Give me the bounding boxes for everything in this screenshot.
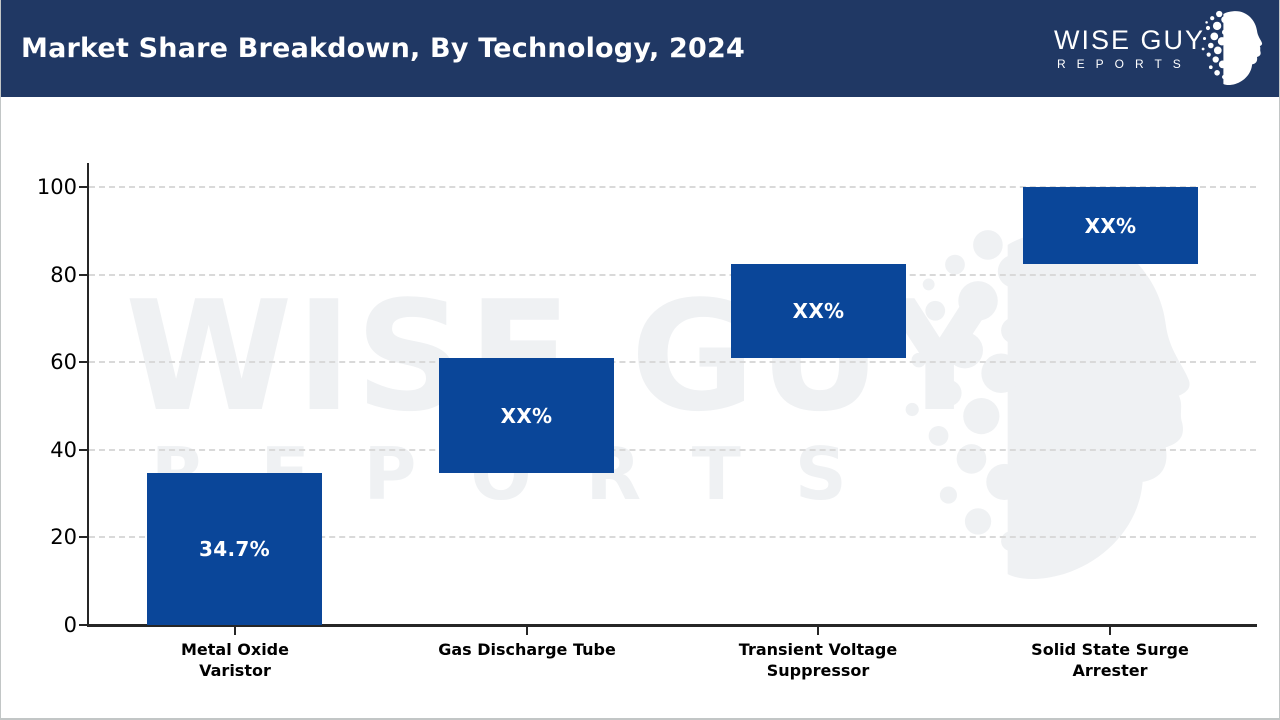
category-label-line: Varistor bbox=[199, 661, 271, 680]
category-label-line: Gas Discharge Tube bbox=[438, 640, 616, 659]
y-tick-60 bbox=[79, 361, 88, 364]
bar-segment-4: XX% bbox=[1023, 187, 1198, 264]
y-tick-label-80: 80 bbox=[50, 262, 77, 287]
category-label-line: Arrester bbox=[1072, 661, 1148, 680]
logo-text: WISE GUY REPORTS bbox=[1053, 24, 1205, 72]
logo-subtitle: REPORTS bbox=[1056, 57, 1192, 72]
gridline-60 bbox=[89, 361, 1256, 364]
y-tick-20 bbox=[79, 536, 88, 539]
x-axis-category-label: Solid State Surge Arrester bbox=[960, 639, 1260, 681]
category-label-line: Metal Oxide bbox=[181, 640, 289, 659]
x-axis-category-label: Metal Oxide Varistor bbox=[85, 639, 385, 681]
gridline-100 bbox=[89, 186, 1256, 188]
y-tick-label-0: 0 bbox=[63, 613, 77, 637]
x-axis-category-label: Gas Discharge Tube bbox=[377, 639, 677, 660]
bar-segment-3: XX% bbox=[731, 264, 906, 358]
x-tick-1 bbox=[233, 627, 236, 635]
bar-value-label: XX% bbox=[792, 299, 845, 323]
category-label-line: Solid State Surge bbox=[1031, 640, 1189, 659]
x-axis-line bbox=[87, 624, 1257, 627]
y-tick-100 bbox=[79, 186, 88, 188]
y-tick-80 bbox=[79, 273, 88, 276]
y-axis-line bbox=[87, 163, 89, 627]
header-band: Market Share Breakdown, By Technology, 2… bbox=[1, 0, 1279, 97]
x-tick-2 bbox=[525, 627, 528, 635]
y-tick-0 bbox=[79, 624, 88, 626]
logo-head-profile-icon bbox=[1201, 10, 1263, 85]
x-tick-4 bbox=[1109, 627, 1112, 635]
bar-value-label: XX% bbox=[500, 403, 553, 428]
gridline-40 bbox=[89, 448, 1256, 451]
x-axis-category-label: Transient Voltage Suppressor bbox=[668, 639, 968, 681]
page-title: Market Share Breakdown, By Technology, 2… bbox=[21, 33, 746, 64]
bar-segment-2: XX% bbox=[439, 358, 614, 473]
bar-value-label: 34.7% bbox=[199, 537, 270, 561]
y-tick-label-60: 60 bbox=[50, 350, 77, 375]
y-tick-label-100: 100 bbox=[36, 175, 77, 199]
category-label-line: Suppressor bbox=[766, 661, 870, 680]
gridline-20 bbox=[89, 536, 1256, 539]
bar-segment-1: 34.7% bbox=[147, 473, 322, 625]
bar-value-label: XX% bbox=[1084, 213, 1137, 238]
y-tick-label-20: 20 bbox=[50, 525, 77, 550]
x-tick-3 bbox=[817, 627, 820, 635]
y-tick-40 bbox=[79, 448, 88, 451]
logo-wordmark: WISE GUY bbox=[1053, 24, 1205, 55]
gridline-80 bbox=[89, 273, 1256, 276]
category-label-line: Transient Voltage bbox=[738, 640, 898, 659]
wise-guy-reports-logo: WISE GUY REPORTS bbox=[1054, 7, 1265, 91]
y-tick-label-40: 40 bbox=[50, 437, 77, 462]
